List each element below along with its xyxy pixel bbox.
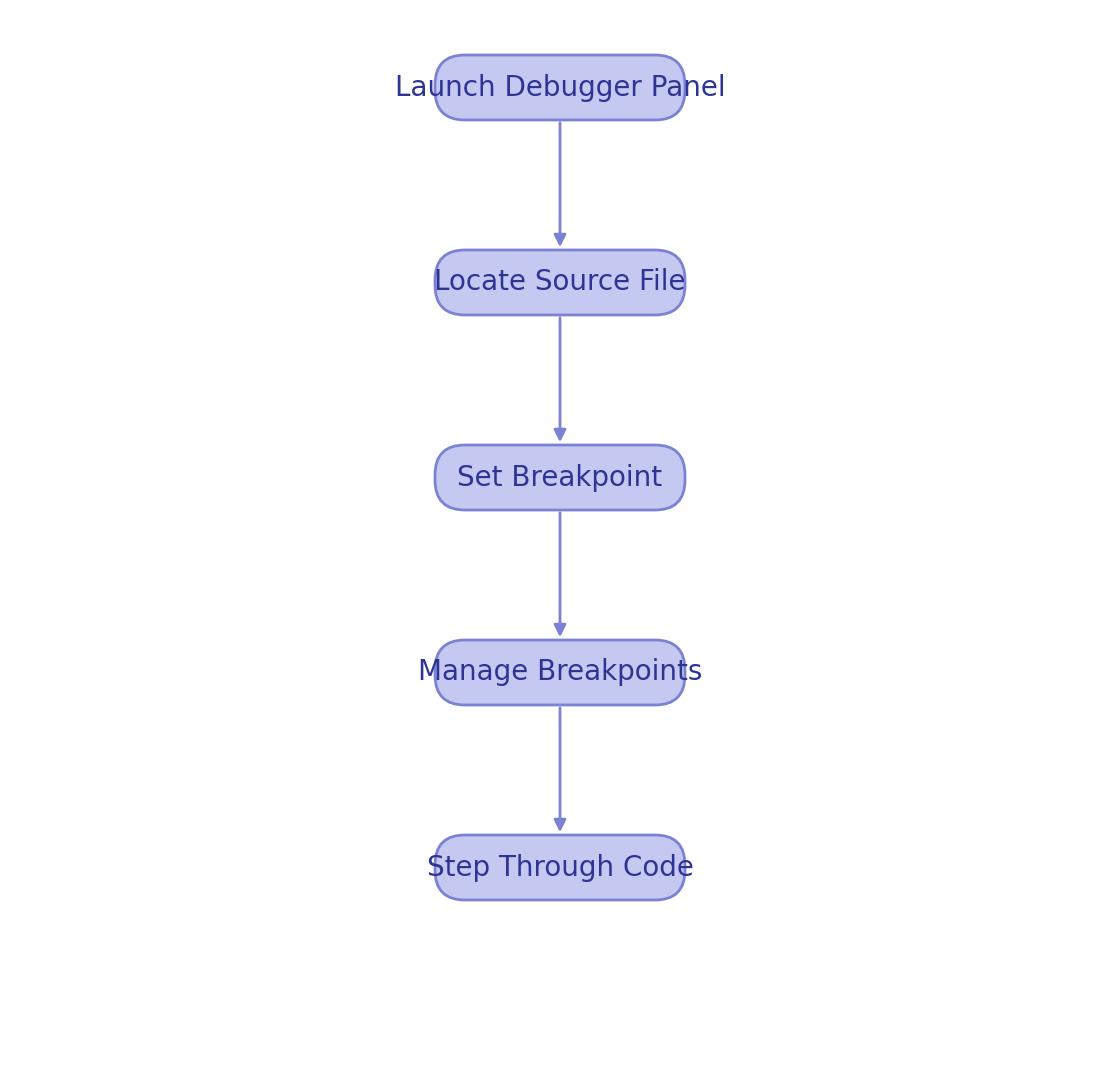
- FancyBboxPatch shape: [435, 835, 685, 900]
- Text: Manage Breakpoints: Manage Breakpoints: [418, 658, 702, 687]
- Text: Set Breakpoint: Set Breakpoint: [457, 464, 663, 492]
- FancyBboxPatch shape: [435, 250, 685, 315]
- FancyBboxPatch shape: [435, 445, 685, 510]
- Text: Launch Debugger Panel: Launch Debugger Panel: [394, 74, 726, 102]
- FancyBboxPatch shape: [435, 640, 685, 705]
- Text: Locate Source File: Locate Source File: [435, 269, 685, 297]
- Text: Step Through Code: Step Through Code: [427, 853, 693, 882]
- FancyBboxPatch shape: [435, 55, 685, 120]
